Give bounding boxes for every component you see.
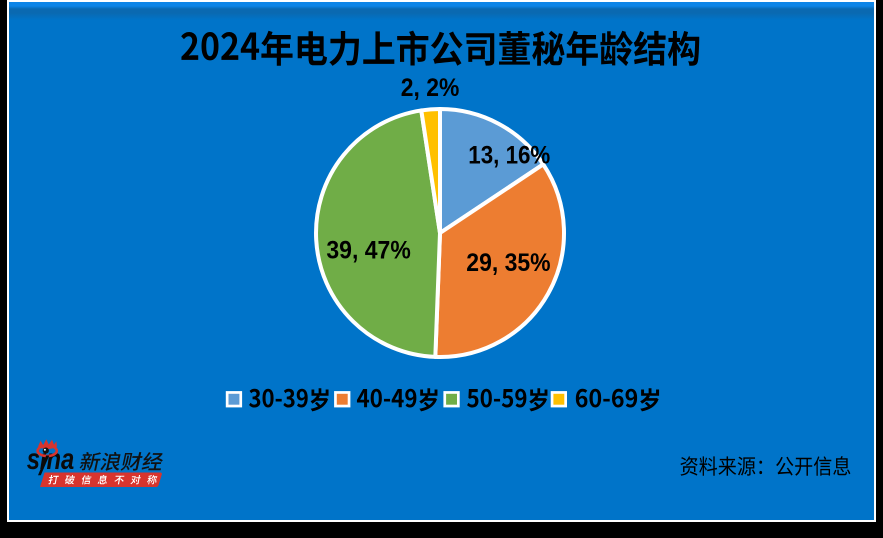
svg-text:13, 16%: 13, 16% — [468, 143, 550, 170]
svg-text:2, 2%: 2, 2% — [401, 75, 460, 102]
svg-text:29, 35%: 29, 35% — [466, 250, 550, 277]
svg-text:39, 47%: 39, 47% — [326, 238, 410, 265]
